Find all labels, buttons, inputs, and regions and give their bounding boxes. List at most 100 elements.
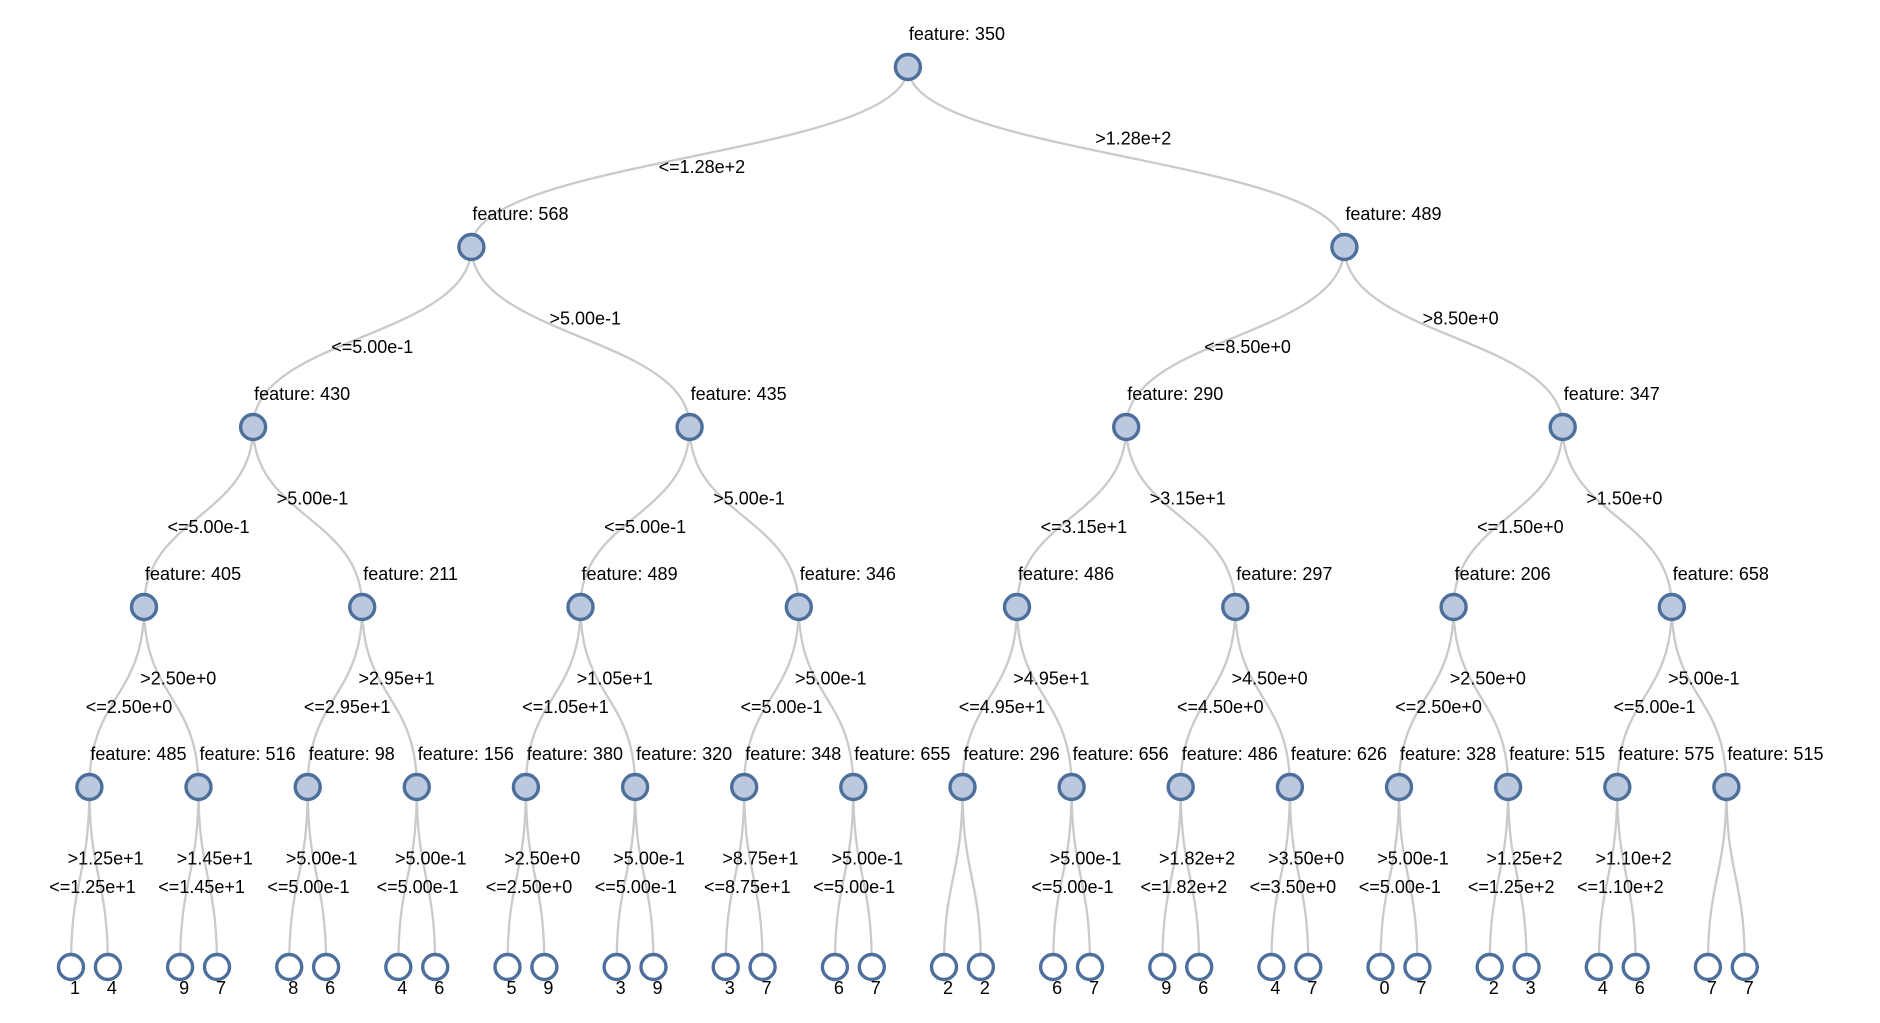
svg-text:<=1.25e+1: <=1.25e+1 <box>49 877 136 897</box>
svg-text:<=5.00e-1: <=5.00e-1 <box>1031 877 1113 897</box>
svg-text:4: 4 <box>397 978 407 998</box>
svg-text:3: 3 <box>725 978 735 998</box>
svg-text:<=4.95e+1: <=4.95e+1 <box>959 697 1046 717</box>
svg-text:5: 5 <box>507 978 517 998</box>
svg-text:>5.00e-1: >5.00e-1 <box>832 849 904 869</box>
svg-text:<=5.00e-1: <=5.00e-1 <box>168 517 250 537</box>
svg-text:<=5.00e-1: <=5.00e-1 <box>1359 877 1441 897</box>
svg-text:<=1.50e+0: <=1.50e+0 <box>1477 517 1564 537</box>
svg-text:3: 3 <box>1526 978 1536 998</box>
svg-text:8: 8 <box>288 978 298 998</box>
svg-text:<=3.15e+1: <=3.15e+1 <box>1041 517 1128 537</box>
svg-text:<=2.95e+1: <=2.95e+1 <box>304 697 391 717</box>
svg-text:<=1.25e+2: <=1.25e+2 <box>1468 877 1555 897</box>
svg-text:7: 7 <box>1707 978 1717 998</box>
svg-text:<=2.50e+0: <=2.50e+0 <box>486 877 573 897</box>
svg-text:feature: 98: feature: 98 <box>309 744 395 764</box>
svg-text:feature: 348: feature: 348 <box>745 744 841 764</box>
svg-text:7: 7 <box>216 978 226 998</box>
svg-text:6: 6 <box>1198 978 1208 998</box>
svg-text:4: 4 <box>107 978 117 998</box>
svg-text:>5.00e-1: >5.00e-1 <box>286 849 358 869</box>
svg-text:>2.50e+0: >2.50e+0 <box>1450 669 1526 689</box>
svg-text:<=4.50e+0: <=4.50e+0 <box>1177 697 1264 717</box>
svg-text:feature: 435: feature: 435 <box>691 384 787 404</box>
svg-text:>2.50e+0: >2.50e+0 <box>140 669 216 689</box>
svg-text:>5.00e-1: >5.00e-1 <box>613 849 685 869</box>
svg-text:feature: 515: feature: 515 <box>1727 744 1823 764</box>
svg-text:2: 2 <box>943 978 953 998</box>
svg-text:7: 7 <box>871 978 881 998</box>
svg-text:<=5.00e-1: <=5.00e-1 <box>595 877 677 897</box>
svg-text:>2.95e+1: >2.95e+1 <box>359 669 435 689</box>
svg-text:feature: 405: feature: 405 <box>145 564 241 584</box>
svg-text:<=5.00e-1: <=5.00e-1 <box>741 697 823 717</box>
svg-text:feature: 350: feature: 350 <box>909 24 1005 44</box>
svg-text:>4.50e+0: >4.50e+0 <box>1232 669 1308 689</box>
svg-text:feature: 486: feature: 486 <box>1018 564 1114 584</box>
svg-text:>1.45e+1: >1.45e+1 <box>177 849 253 869</box>
svg-text:0: 0 <box>1380 978 1390 998</box>
svg-text:<=1.28e+2: <=1.28e+2 <box>659 157 746 177</box>
svg-text:feature: 290: feature: 290 <box>1127 384 1223 404</box>
svg-text:feature: 380: feature: 380 <box>527 744 623 764</box>
svg-text:4: 4 <box>1270 978 1280 998</box>
svg-text:<=5.00e-1: <=5.00e-1 <box>331 337 413 357</box>
svg-text:<=5.00e-1: <=5.00e-1 <box>1614 697 1696 717</box>
svg-text:2: 2 <box>980 978 990 998</box>
svg-text:>3.50e+0: >3.50e+0 <box>1268 849 1344 869</box>
svg-text:feature: 656: feature: 656 <box>1073 744 1169 764</box>
svg-text:9: 9 <box>179 978 189 998</box>
svg-text:>1.05e+1: >1.05e+1 <box>577 669 653 689</box>
svg-text:6: 6 <box>1635 978 1645 998</box>
svg-text:>5.00e-1: >5.00e-1 <box>550 309 622 329</box>
svg-text:7: 7 <box>762 978 772 998</box>
svg-text:9: 9 <box>543 978 553 998</box>
svg-text:>1.25e+1: >1.25e+1 <box>68 849 144 869</box>
svg-text:<=8.50e+0: <=8.50e+0 <box>1204 337 1291 357</box>
svg-text:>3.15e+1: >3.15e+1 <box>1150 489 1226 509</box>
svg-text:<=2.50e+0: <=2.50e+0 <box>1395 697 1482 717</box>
svg-text:9: 9 <box>1161 978 1171 998</box>
svg-text:feature: 347: feature: 347 <box>1564 384 1660 404</box>
svg-text:feature: 430: feature: 430 <box>254 384 350 404</box>
svg-text:6: 6 <box>1052 978 1062 998</box>
svg-text:7: 7 <box>1307 978 1317 998</box>
svg-text:feature: 486: feature: 486 <box>1182 744 1278 764</box>
svg-text:feature: 328: feature: 328 <box>1400 744 1496 764</box>
svg-text:>5.00e-1: >5.00e-1 <box>1377 849 1449 869</box>
svg-text:feature: 575: feature: 575 <box>1618 744 1714 764</box>
svg-text:feature: 320: feature: 320 <box>636 744 732 764</box>
svg-text:>5.00e-1: >5.00e-1 <box>1050 849 1122 869</box>
svg-text:4: 4 <box>1598 978 1608 998</box>
svg-text:9: 9 <box>653 978 663 998</box>
svg-text:feature: 156: feature: 156 <box>418 744 514 764</box>
svg-text:1: 1 <box>70 978 80 998</box>
svg-text:feature: 568: feature: 568 <box>472 204 568 224</box>
svg-text:>1.28e+2: >1.28e+2 <box>1095 129 1171 149</box>
svg-text:feature: 485: feature: 485 <box>90 744 186 764</box>
svg-text:7: 7 <box>1416 978 1426 998</box>
svg-text:feature: 489: feature: 489 <box>582 564 678 584</box>
svg-text:feature: 516: feature: 516 <box>200 744 296 764</box>
svg-text:6: 6 <box>834 978 844 998</box>
svg-text:>1.10e+2: >1.10e+2 <box>1596 849 1672 869</box>
svg-text:>5.00e-1: >5.00e-1 <box>277 489 349 509</box>
svg-text:>1.82e+2: >1.82e+2 <box>1159 849 1235 869</box>
svg-text:6: 6 <box>434 978 444 998</box>
svg-text:>2.50e+0: >2.50e+0 <box>504 849 580 869</box>
svg-text:feature: 346: feature: 346 <box>800 564 896 584</box>
svg-text:<=1.82e+2: <=1.82e+2 <box>1141 877 1228 897</box>
svg-text:feature: 626: feature: 626 <box>1291 744 1387 764</box>
svg-text:feature: 658: feature: 658 <box>1673 564 1769 584</box>
svg-text:3: 3 <box>616 978 626 998</box>
svg-text:feature: 489: feature: 489 <box>1345 204 1441 224</box>
svg-text:7: 7 <box>1089 978 1099 998</box>
svg-text:>5.00e-1: >5.00e-1 <box>395 849 467 869</box>
svg-text:feature: 655: feature: 655 <box>854 744 950 764</box>
svg-text:feature: 206: feature: 206 <box>1455 564 1551 584</box>
svg-text:<=2.50e+0: <=2.50e+0 <box>86 697 173 717</box>
svg-text:>5.00e-1: >5.00e-1 <box>795 669 867 689</box>
svg-text:6: 6 <box>325 978 335 998</box>
svg-text:7: 7 <box>1744 978 1754 998</box>
